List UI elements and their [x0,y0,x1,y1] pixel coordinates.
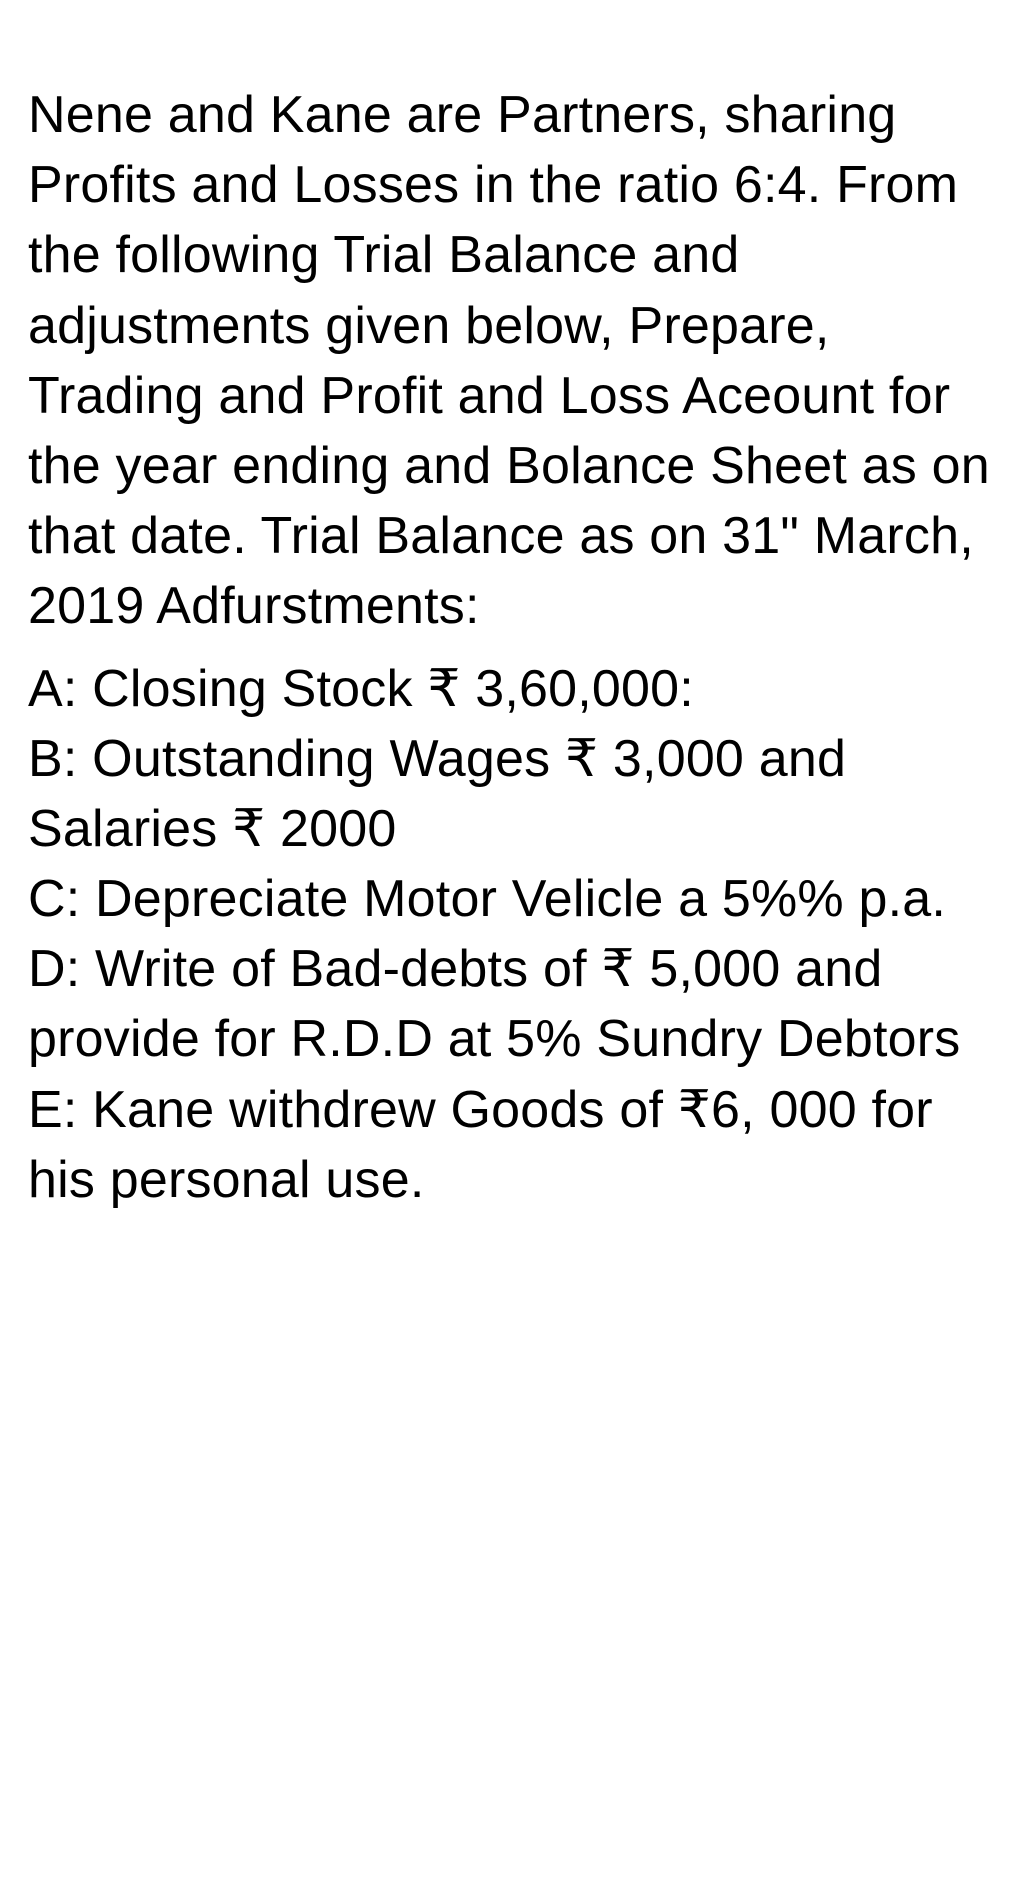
options-container: A: Closing Stock ₹ 3,60,000: B: Outstand… [28,654,996,1216]
question-paragraph: Nene and Kane are Partners, sharing Prof… [28,80,996,642]
option-e: E: Kane withdrew Goods of ₹6, 000 for hi… [28,1075,996,1215]
option-a: A: Closing Stock ₹ 3,60,000: [28,654,996,724]
option-d: D: Write of Bad-debts of ₹ 5,000 and pro… [28,934,996,1074]
option-b: B: Outstanding Wages ₹ 3,000 and Salarie… [28,724,996,864]
option-c: C: Depreciate Motor Velicle a 5%% p.a. [28,864,996,934]
